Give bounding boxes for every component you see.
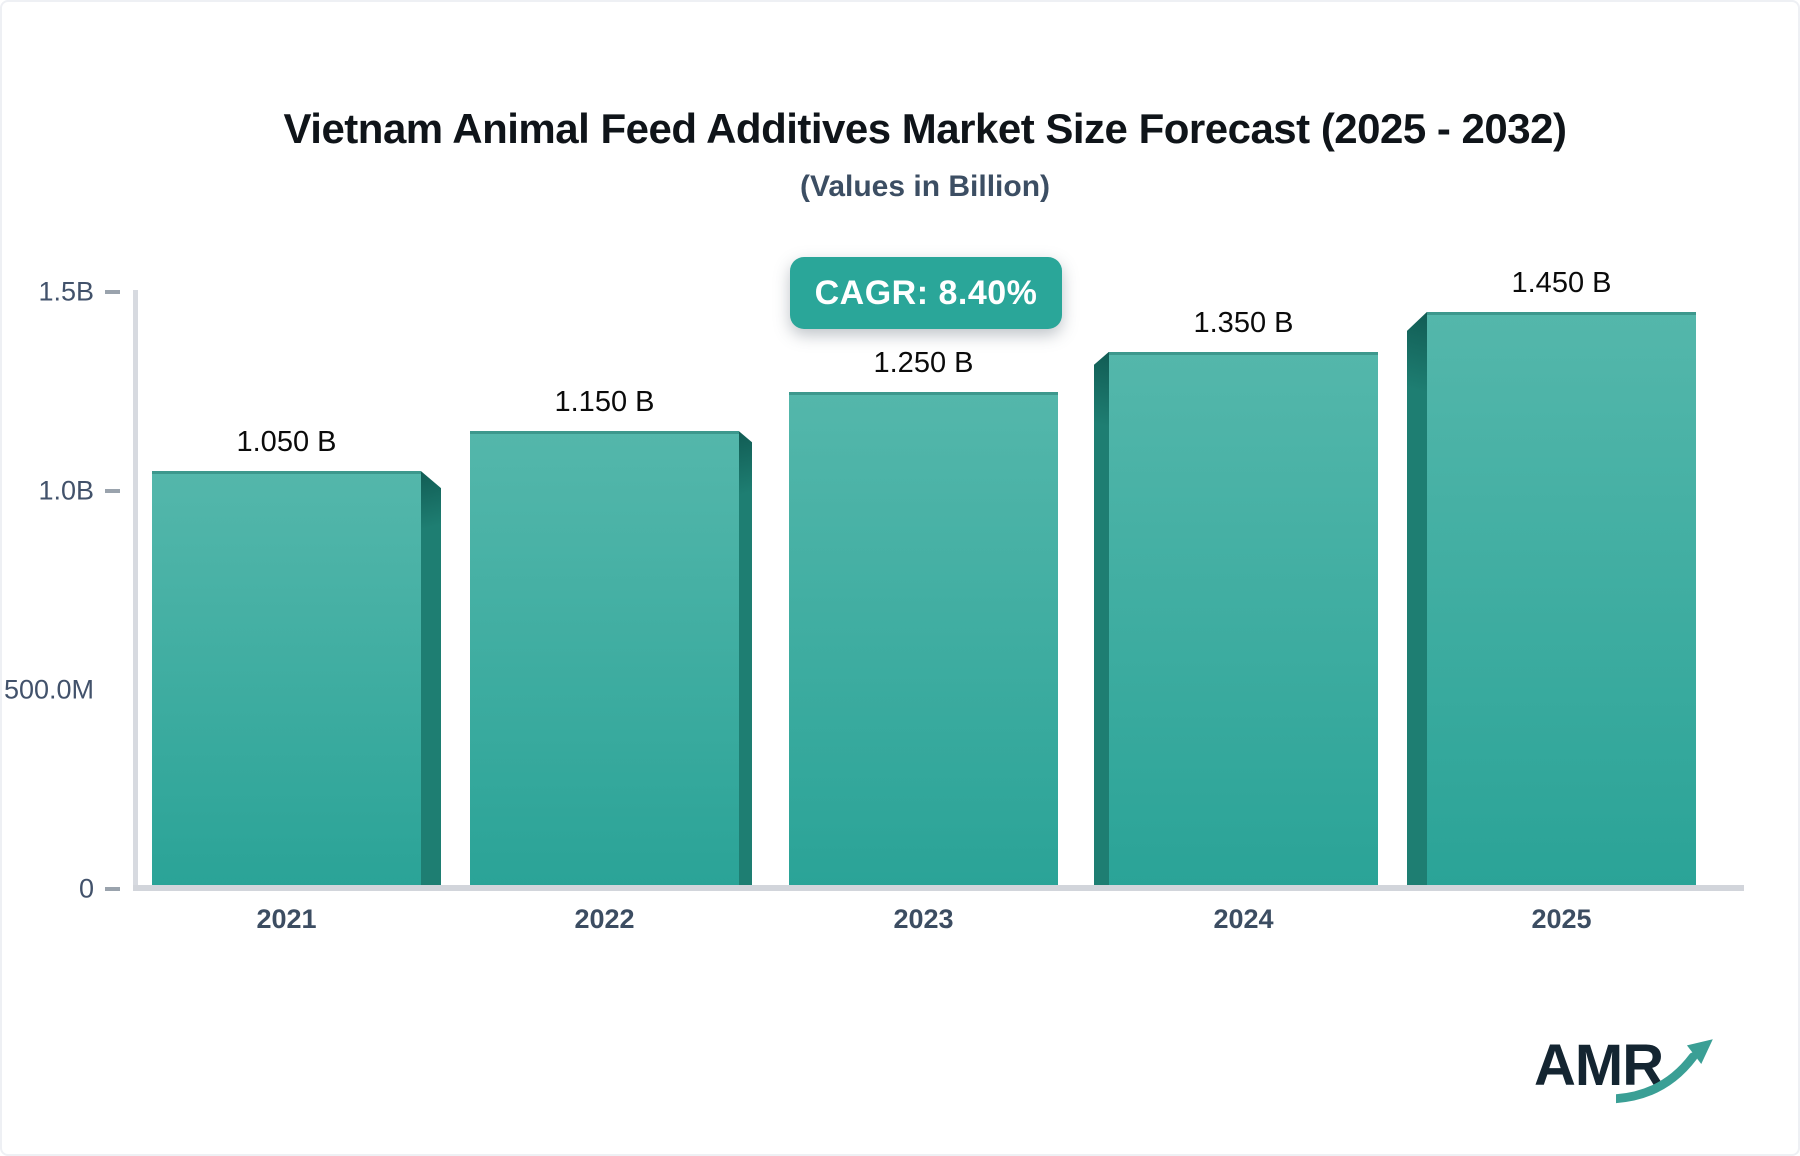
bar-2022[interactable] [470, 431, 752, 889]
bar-2024[interactable] [1094, 351, 1378, 889]
y-tick-dash [105, 489, 120, 493]
bar-face [1109, 351, 1378, 889]
cagr-badge: CAGR: 8.40% [790, 257, 1062, 329]
y-tick-label-3: 0 [78, 873, 94, 904]
x-tick-label-2021: 2021 [256, 904, 317, 934]
chart-subtitle: (Values in Billion) [799, 170, 1051, 203]
bar-side-face [739, 431, 752, 889]
y-axis-line [133, 290, 138, 889]
bar-face [152, 471, 421, 889]
growth-arrow-icon [1616, 1039, 1713, 1104]
y-tick-label-0: 1.5B [38, 276, 94, 307]
bar-side-face [1094, 351, 1109, 889]
bar-side-face [421, 471, 441, 889]
bar-2025[interactable] [1407, 311, 1696, 889]
amr-logo-text: AMR [1534, 1033, 1664, 1098]
x-axis-baseline [133, 885, 1744, 891]
y-tick-dash [105, 887, 120, 891]
bar-side-face [1407, 311, 1427, 889]
bar-value-label: 1.350 B [1193, 306, 1294, 339]
bar-value-label: 1.450 B [1511, 266, 1612, 299]
bar-2021[interactable] [152, 471, 441, 889]
bar-2023[interactable] [789, 391, 1058, 889]
cagr-badge-label: CAGR: 8.40% [814, 273, 1038, 312]
x-tick-label-2023: 2023 [893, 904, 954, 934]
bar-value-label: 1.150 B [554, 386, 655, 419]
y-tick-label-1: 1.0B [38, 475, 94, 506]
y-tick-label-2: 500.0M [3, 674, 94, 705]
bar-face [470, 431, 739, 889]
bar-face [1427, 311, 1696, 889]
x-tick-label-2024: 2024 [1213, 904, 1274, 934]
chart-title: Vietnam Animal Feed Additives Market Siz… [283, 105, 1567, 152]
bar-value-label: 1.050 B [236, 426, 337, 459]
bar-face [789, 391, 1058, 889]
x-tick-label-2025: 2025 [1531, 904, 1592, 934]
y-tick-dash [105, 290, 120, 294]
amr-logo: AMR [1534, 1030, 1724, 1120]
x-tick-label-2022: 2022 [574, 904, 635, 934]
bar-value-label: 1.250 B [873, 346, 974, 379]
